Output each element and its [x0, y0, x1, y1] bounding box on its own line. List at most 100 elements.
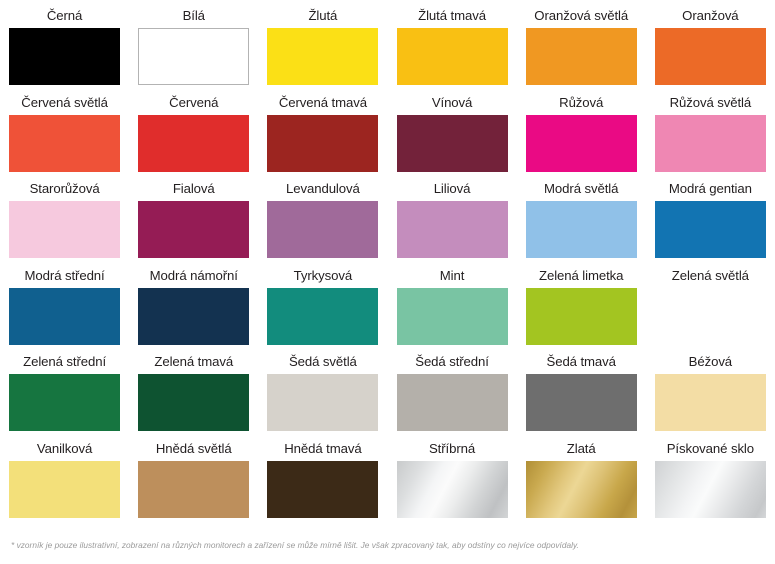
swatch-cell[interactable]: Zelená tmavá — [129, 346, 258, 433]
swatch-label: Vanilková — [36, 440, 93, 456]
swatch-color-chip[interactable] — [138, 460, 250, 518]
swatch-cell[interactable]: Béžová — [646, 346, 775, 433]
swatch-color-chip[interactable] — [525, 201, 637, 258]
swatch-cell[interactable]: Žlutá — [258, 0, 387, 87]
swatch-color-chip[interactable] — [267, 374, 379, 431]
swatch-label: Béžová — [688, 354, 733, 369]
swatch-color-chip[interactable] — [138, 201, 250, 258]
swatch-cell[interactable]: Zelená světlá — [646, 260, 775, 347]
swatch-label: Tyrkysová — [293, 267, 353, 283]
swatch-color-chip[interactable] — [9, 114, 121, 172]
swatch-cell[interactable]: Starorůžová — [0, 173, 129, 260]
swatch-label: Fialová — [172, 181, 215, 196]
swatch-label: Červená tmavá — [278, 94, 367, 110]
swatch-label: Pískované sklo — [666, 440, 754, 456]
swatch-color-chip[interactable] — [267, 460, 379, 518]
swatch-cell[interactable]: Tyrkysová — [258, 260, 387, 347]
swatch-color-chip[interactable] — [267, 201, 379, 258]
swatch-cell[interactable]: Žlutá tmavá — [387, 0, 516, 87]
swatch-label: Šedá střední — [415, 354, 489, 369]
swatch-cell[interactable]: Černá — [0, 0, 129, 87]
swatch-cell[interactable]: Hnědá tmavá — [258, 433, 387, 520]
swatch-color-chip[interactable] — [138, 28, 250, 85]
swatch-color-chip[interactable] — [525, 374, 637, 431]
swatch-label: Mint — [439, 267, 465, 283]
swatch-label: Modrá gentian — [668, 181, 752, 196]
swatch-label: Šedá tmavá — [546, 354, 616, 369]
swatch-cell[interactable]: Šedá tmavá — [517, 346, 646, 433]
swatch-label: Červená světlá — [21, 94, 108, 110]
swatch-cell[interactable]: Oranžová — [646, 0, 775, 87]
swatch-cell[interactable]: Mint — [387, 260, 516, 347]
swatch-cell[interactable]: Růžová — [517, 87, 646, 174]
swatch-color-chip[interactable] — [9, 28, 121, 85]
swatch-color-chip[interactable] — [396, 114, 508, 172]
swatch-color-chip[interactable] — [9, 287, 121, 345]
swatch-cell[interactable]: Modrá světlá — [517, 173, 646, 260]
swatch-cell[interactable]: Modrá námořní — [129, 260, 258, 347]
swatch-color-chip[interactable] — [396, 374, 508, 431]
swatch-color-chip[interactable] — [654, 28, 766, 85]
swatch-cell[interactable]: Červená — [129, 87, 258, 174]
swatch-cell[interactable]: Červená světlá — [0, 87, 129, 174]
swatch-color-chip[interactable] — [267, 28, 379, 85]
swatch-label: Černá — [46, 8, 83, 23]
swatch-cell[interactable]: Šedá střední — [387, 346, 516, 433]
swatch-color-chip[interactable] — [138, 287, 250, 345]
swatch-cell[interactable]: Liliová — [387, 173, 516, 260]
color-swatch-grid: Černá Bílá Žlutá Žlutá tmavá Oranžová světlá… — [0, 0, 775, 520]
swatch-cell[interactable]: Pískované sklo — [646, 433, 775, 520]
swatch-color-chip[interactable] — [396, 28, 508, 85]
swatch-color-chip[interactable] — [396, 287, 508, 345]
swatch-label: Hnědá tmavá — [284, 440, 362, 456]
swatch-cell[interactable]: Červená tmavá — [258, 87, 387, 174]
swatch-label: Hnědá světlá — [155, 440, 232, 456]
swatch-label: Bílá — [182, 8, 205, 23]
swatch-color-chip[interactable] — [655, 288, 766, 345]
swatch-cell[interactable]: Modrá střední — [0, 260, 129, 347]
swatch-cell[interactable]: Fialová — [129, 173, 258, 260]
swatch-cell[interactable]: Růžová světlá — [646, 87, 775, 174]
swatch-cell[interactable]: Zelená střední — [0, 346, 129, 433]
swatch-color-chip[interactable] — [654, 374, 766, 431]
swatch-label: Liliová — [433, 181, 471, 196]
swatch-cell[interactable]: Šedá světlá — [258, 346, 387, 433]
swatch-color-chip[interactable] — [138, 114, 250, 172]
swatch-label: Žlutá — [308, 8, 338, 23]
swatch-label: Růžová — [559, 94, 604, 110]
swatch-color-chip[interactable] — [654, 460, 766, 518]
swatch-color-chip[interactable] — [525, 460, 637, 518]
swatch-color-chip[interactable] — [9, 201, 121, 258]
swatch-color-chip[interactable] — [9, 460, 121, 518]
swatch-color-chip[interactable] — [396, 201, 508, 258]
swatch-cell[interactable]: Hnědá světlá — [129, 433, 258, 520]
swatch-cell[interactable]: Vínová — [387, 87, 516, 174]
swatch-color-chip[interactable] — [267, 114, 379, 172]
swatch-cell[interactable]: Modrá gentian — [646, 173, 775, 260]
swatch-label: Vínová — [431, 94, 473, 110]
swatch-color-chip[interactable] — [267, 287, 379, 345]
swatch-label: Levandulová — [286, 181, 360, 196]
swatch-label: Zelená světlá — [671, 267, 749, 283]
swatch-color-chip[interactable] — [525, 28, 637, 85]
swatch-cell[interactable]: Zelená limetka — [517, 260, 646, 347]
swatch-label: Modrá námořní — [149, 267, 238, 283]
swatch-cell[interactable]: Bílá — [129, 0, 258, 87]
swatch-cell[interactable]: Stříbrná — [387, 433, 516, 520]
swatch-color-chip[interactable] — [654, 201, 766, 258]
swatch-color-chip[interactable] — [654, 114, 766, 172]
swatch-cell[interactable]: Zlatá — [517, 433, 646, 520]
swatch-label: Modrá světlá — [544, 181, 619, 196]
swatch-cell[interactable]: Vanilková — [0, 433, 129, 520]
swatch-label: Zlatá — [566, 440, 596, 456]
swatch-color-chip[interactable] — [138, 374, 250, 431]
swatch-color-chip[interactable] — [396, 460, 508, 518]
swatch-color-chip[interactable] — [525, 114, 637, 172]
swatch-cell[interactable]: Levandulová — [258, 173, 387, 260]
swatch-label: Červená — [169, 94, 219, 110]
swatch-label: Oranžová světlá — [534, 8, 629, 23]
swatch-color-chip[interactable] — [525, 287, 637, 345]
swatch-label: Šedá světlá — [288, 354, 357, 369]
swatch-color-chip[interactable] — [9, 374, 121, 431]
swatch-cell[interactable]: Oranžová světlá — [517, 0, 646, 87]
